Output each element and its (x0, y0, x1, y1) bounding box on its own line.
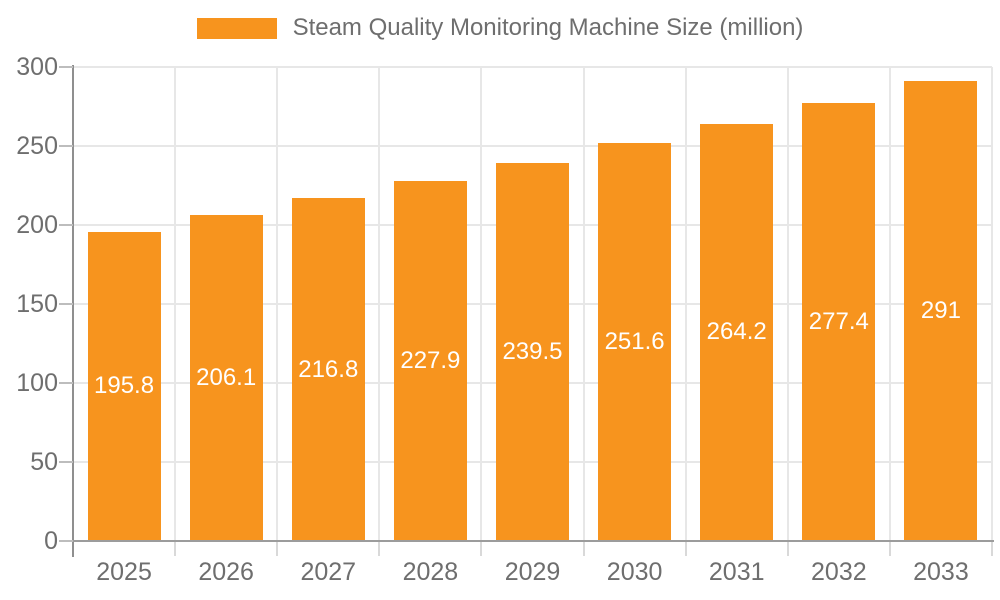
y-tick-label-0: 0 (44, 527, 58, 555)
gridline-x-boundary-4 (480, 67, 483, 541)
x-tick-mark-9 (991, 542, 993, 556)
bar-value-label: 264.2 (706, 318, 767, 346)
gridline-y-300 (73, 66, 992, 68)
gridline-x-boundary-6 (684, 67, 687, 541)
x-tick-mark-1 (174, 542, 177, 556)
bar-cell-2031: 264.2 (686, 67, 788, 541)
y-tick-mark-150 (59, 303, 73, 305)
y-tick-label-300: 300 (16, 53, 58, 81)
bar-2027: 216.8 (291, 198, 365, 541)
y-tick-label-250: 250 (16, 132, 58, 160)
x-axis-line (72, 540, 994, 542)
bar-cell-2029: 239.5 (481, 67, 583, 541)
y-tick-mark-250 (59, 145, 73, 147)
bar-value-label: 206.1 (196, 364, 257, 392)
bar-cell-2025: 195.8 (73, 67, 175, 541)
gridline-x-boundary-5 (582, 67, 585, 541)
bar-2030: 251.6 (598, 143, 672, 541)
bar-series: 195.8 206.1 216.8 227.9 239.5 251.6 264.2 277.4… (73, 67, 992, 541)
x-tick-label-2028: 2028 (402, 558, 459, 586)
y-tick-label-100: 100 (16, 369, 58, 397)
bar-2031: 264.2 (700, 123, 774, 541)
bar-value-label: 277.4 (808, 307, 869, 335)
x-tick-mark-4 (480, 542, 483, 556)
bar-2029: 239.5 (495, 162, 569, 541)
y-tick-mark-100 (59, 382, 73, 384)
bar-value-label: 227.9 (400, 346, 461, 374)
y-tick-label-200: 200 (16, 211, 58, 239)
x-tick-mark-3 (378, 542, 381, 556)
gridline-x-boundary-7 (786, 67, 789, 541)
x-tick-mark-5 (582, 542, 585, 556)
x-tick-label-2025: 2025 (96, 558, 152, 586)
bar-value-label: 216.8 (298, 355, 359, 383)
bar-2025: 195.8 (87, 231, 161, 541)
x-tick-label-2031: 2031 (708, 558, 765, 586)
y-tick-mark-50 (59, 461, 73, 463)
x-tick-label-2030: 2030 (606, 558, 663, 586)
y-tick-label-50: 50 (30, 448, 58, 476)
x-tick-label-2032: 2032 (811, 558, 867, 586)
gridline-x-boundary-8 (888, 67, 891, 541)
gridline-x-boundary-2 (276, 67, 279, 541)
legend[interactable]: Steam Quality Monitoring Machine Size (m… (0, 14, 1000, 42)
bar-cell-2030: 251.6 (584, 67, 686, 541)
x-tick-label-2029: 2029 (504, 558, 561, 586)
bar-cell-2032: 277.4 (788, 67, 890, 541)
plot-area: 195.8 206.1 216.8 227.9 239.5 251.6 264.2 277.4… (73, 66, 993, 541)
legend-swatch-icon (196, 17, 277, 39)
x-tick-mark-6 (684, 542, 687, 556)
bar-cell-2026: 206.1 (175, 67, 277, 541)
legend-label: Steam Quality Monitoring Machine Size (m… (292, 14, 804, 41)
bar-cell-2028: 227.9 (379, 67, 481, 541)
bar-value-label: 251.6 (604, 328, 665, 356)
y-axis-line (72, 65, 74, 557)
x-tick-mark-7 (786, 542, 789, 556)
bar-2032: 277.4 (802, 102, 876, 541)
bar-value-label: 291 (920, 297, 961, 325)
bar-value-label: 239.5 (502, 337, 563, 365)
bar-2028: 227.9 (393, 180, 467, 541)
gridline-x-boundary-1 (174, 67, 177, 541)
y-tick-mark-300 (59, 66, 73, 68)
y-tick-label-150: 150 (16, 290, 58, 318)
bar-cell-2027: 216.8 (277, 67, 379, 541)
x-tick-label-2027: 2027 (300, 558, 357, 586)
bar-2026: 206.1 (189, 215, 263, 541)
bar-cell-2033: 291 (890, 67, 992, 541)
gridline-x-boundary-9 (991, 67, 993, 541)
x-tick-label-2033: 2033 (913, 558, 969, 586)
x-tick-label-2026: 2026 (198, 558, 254, 586)
bar-value-label: 195.8 (94, 372, 155, 400)
bar-2033: 291 (904, 81, 978, 541)
y-tick-mark-200 (59, 224, 73, 226)
y-tick-mark-0 (59, 540, 73, 542)
x-tick-mark-8 (888, 542, 891, 556)
x-tick-mark-2 (276, 542, 279, 556)
gridline-y-250 (73, 145, 992, 147)
gridline-x-boundary-3 (378, 67, 381, 541)
